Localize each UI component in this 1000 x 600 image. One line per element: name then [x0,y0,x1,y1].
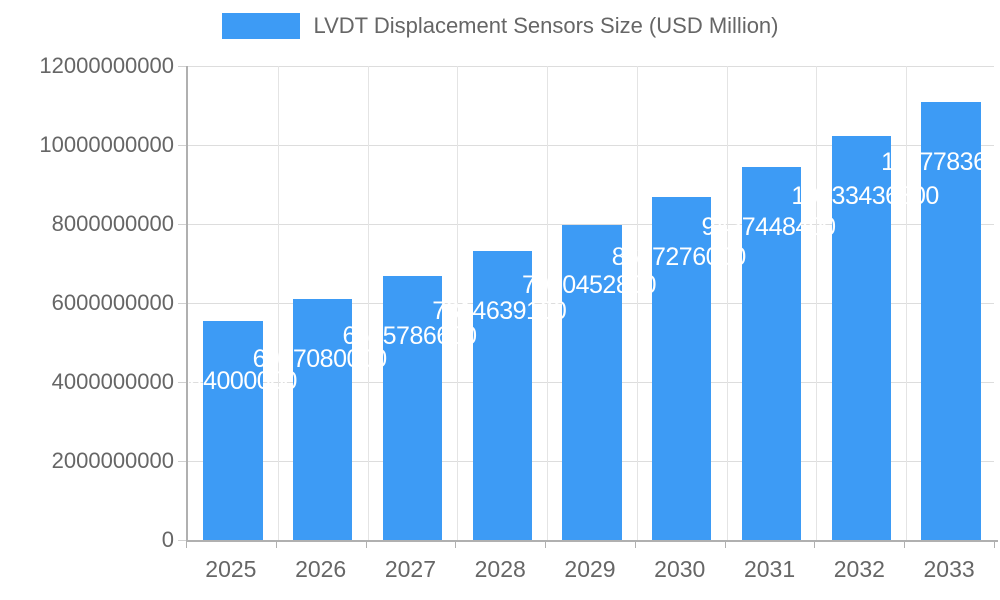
chart-legend: LVDT Displacement Sensors Size (USD Mill… [0,8,1000,44]
y-axis-tick-mark [178,382,186,383]
x-axis-tick-mark [186,540,187,548]
bar-value-label: 5544000000 [188,367,297,395]
x-axis-tick-mark [724,540,726,548]
bar-value-label: 7980452800 [522,270,657,299]
y-axis-tick-mark [178,461,186,462]
x-axis-tick-mark [994,540,995,548]
gridline [188,224,994,225]
x-axis-tick-mark [634,540,636,548]
legend-label-series-1[interactable]: LVDT Displacement Sensors Size (USD Mill… [313,13,779,38]
y-axis-tick-mark [178,145,186,146]
x-axis-tick-label: 2028 [474,556,526,582]
bar[interactable] [203,321,263,540]
x-axis-tick-label: 2030 [654,556,706,582]
x-axis-line [186,540,998,542]
bar-value-label: 8687276000 [611,242,747,271]
category-gridline [368,66,369,540]
gridline [188,145,994,146]
y-axis-tick-label: 8000000000 [51,211,174,236]
bar[interactable] [652,196,712,540]
x-axis-tick-mark [275,540,277,548]
x-axis-tick-label: 2025 [205,556,257,582]
category-gridline [727,66,728,540]
y-axis-tick-label: 2000000000 [51,448,174,473]
y-axis-tick-mark [178,224,186,225]
bar[interactable] [472,251,532,540]
x-axis-tick-mark [365,540,367,548]
bar[interactable] [921,102,981,540]
x-axis-tick-mark [455,540,457,548]
bar-value-label: 10233436800 [791,181,939,210]
bar[interactable] [382,276,443,540]
bar-value-label: 7314639100 [432,297,567,326]
x-axis-tick-label: 2032 [833,556,885,582]
category-gridline [637,66,638,540]
legend-swatch-series-1[interactable] [221,13,300,39]
bar[interactable] [293,299,353,540]
y-axis-tick-mark [178,66,186,67]
category-gridline [457,66,458,540]
bar-value-label: 6675786600 [342,322,477,351]
y-axis-tick-mark [178,540,186,541]
y-axis-tick-label: 12000000000 [39,53,174,78]
x-axis-tick-label: 2029 [564,556,616,582]
x-axis-tick-mark [545,540,547,548]
bar[interactable] [831,135,891,540]
bar[interactable] [741,167,802,540]
x-axis-tick-mark [904,540,906,548]
bar[interactable] [562,224,622,540]
bar-value-label: 11077836000 [881,148,994,177]
y-axis-tick-mark [178,303,186,304]
y-axis-tick-label: 6000000000 [51,290,174,315]
y-axis-tick-label: 4000000000 [51,369,174,394]
x-axis-tick-label: 2033 [923,556,975,582]
category-gridline [816,66,817,540]
y-axis-tick-label: 0 [161,527,174,552]
x-axis-tick-mark [814,540,816,548]
y-axis-tick-label: 10000000000 [39,132,174,157]
bar-value-label: 9437448400 [701,213,837,242]
gridline [188,66,994,67]
x-axis-tick-label: 2027 [384,556,437,582]
category-gridline [906,66,907,540]
x-axis-tick-label: 2026 [295,556,347,582]
category-gridline [547,66,548,540]
plot-area: 5544000000609708000066757866007314639100… [186,66,994,540]
category-gridline [278,66,279,540]
bar-value-label: 6097080000 [252,345,388,374]
x-axis-tick-label: 2031 [743,556,796,582]
